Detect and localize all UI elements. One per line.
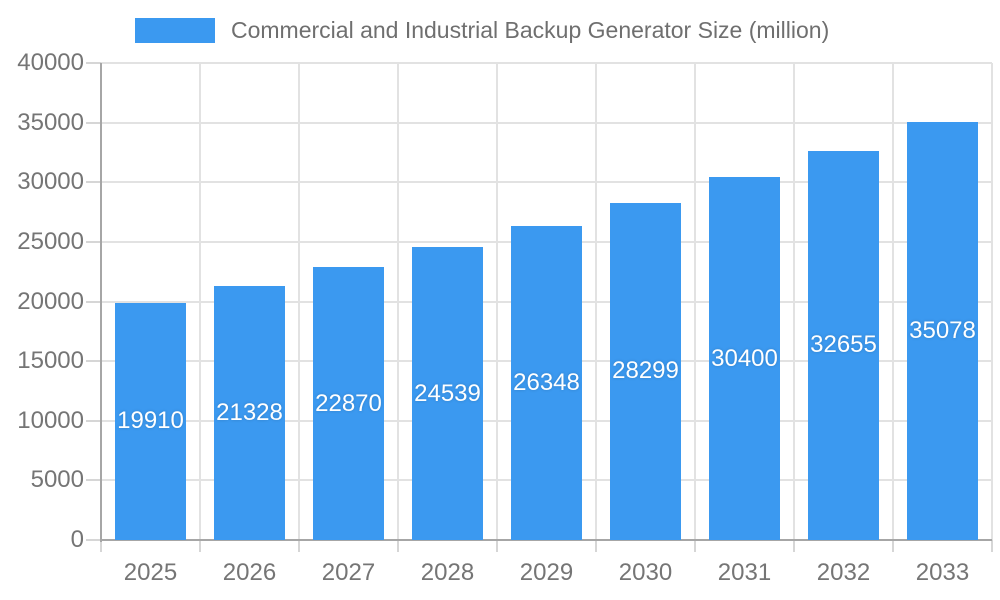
bar-2031[interactable]	[709, 177, 780, 540]
x-axis-tick-label: 2033	[915, 559, 970, 586]
gridline-horizontal	[101, 181, 992, 184]
y-axis-tick-label: 0	[70, 526, 84, 553]
y-axis-tick-label: 25000	[17, 227, 84, 255]
y-axis-tick	[86, 479, 101, 482]
x-axis-tick-label: 2028	[420, 559, 475, 586]
gridline-vertical	[793, 63, 795, 540]
y-axis-tick-label: 15000	[17, 347, 84, 375]
y-axis-tick	[86, 181, 101, 184]
x-axis-tick-label: 2025	[123, 559, 178, 586]
y-axis-tick-label: 20000	[17, 287, 84, 315]
x-axis-tick	[496, 540, 498, 552]
gridline-vertical	[694, 63, 696, 540]
gridline-horizontal	[101, 121, 992, 124]
y-axis-tick	[86, 539, 101, 541]
x-axis-line	[101, 539, 992, 541]
x-axis-tick-label: 2027	[321, 559, 376, 586]
legend-item[interactable]: Commercial and Industrial Backup Generat…	[135, 17, 829, 43]
gridline-vertical	[298, 63, 300, 540]
x-axis-tick-label: 2026	[222, 559, 277, 586]
gridline-vertical	[595, 63, 597, 540]
gridline-vertical	[199, 63, 201, 540]
x-axis-tick	[397, 540, 399, 552]
bar-2033[interactable]	[907, 121, 978, 540]
gridline-vertical	[496, 63, 498, 540]
x-axis-tick	[892, 540, 894, 552]
x-axis-tick	[793, 540, 795, 552]
gridline-horizontal	[101, 62, 992, 64]
y-axis-tick	[86, 240, 101, 243]
gridline-vertical	[892, 63, 894, 540]
x-axis-tick-label: 2030	[618, 559, 673, 586]
bar-2027[interactable]	[313, 267, 384, 540]
y-axis-tick	[86, 62, 101, 64]
y-axis-tick-label: 30000	[17, 168, 84, 196]
y-axis-tick	[86, 121, 101, 124]
x-axis-tick-label: 2029	[519, 559, 574, 586]
y-axis-tick	[86, 419, 101, 422]
y-axis-tick	[86, 300, 101, 303]
x-axis-tick	[991, 540, 993, 552]
bar-2032[interactable]	[808, 150, 879, 540]
y-axis-tick-label: 10000	[17, 406, 84, 434]
x-axis-tick	[595, 540, 597, 552]
y-axis-tick	[86, 360, 101, 363]
x-axis-tick-label: 2032	[816, 559, 871, 586]
x-axis-tick	[199, 540, 201, 552]
bar-2026[interactable]	[214, 285, 285, 540]
x-axis-tick	[100, 540, 102, 552]
bar-2028[interactable]	[412, 247, 483, 540]
x-axis-tick	[694, 540, 696, 552]
legend-series-title: Commercial and Industrial Backup Generat…	[231, 17, 830, 43]
gridline-vertical	[397, 63, 399, 540]
y-axis-tick-label: 40000	[17, 49, 84, 76]
bar-2029[interactable]	[511, 225, 582, 540]
x-axis-tick-label: 2031	[717, 559, 772, 586]
bar-2025[interactable]	[115, 302, 186, 540]
y-axis-line	[100, 63, 102, 542]
gridline-vertical	[991, 63, 993, 540]
legend-swatch	[135, 17, 215, 43]
bar-2030[interactable]	[610, 202, 681, 540]
y-axis-tick-label: 5000	[30, 466, 84, 494]
y-axis-tick-label: 35000	[17, 108, 84, 136]
x-axis-tick	[298, 540, 300, 552]
